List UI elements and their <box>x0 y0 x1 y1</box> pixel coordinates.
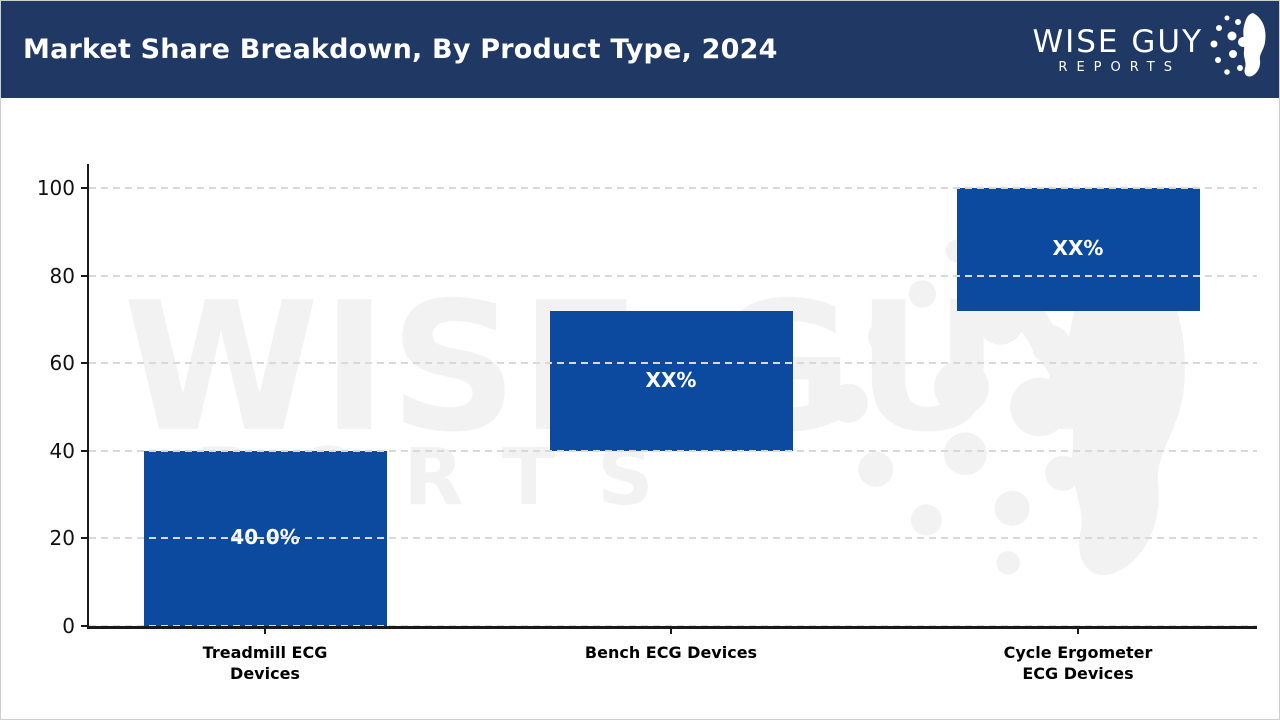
xcat-label-3: Cycle Ergometer ECG Devices <box>1003 643 1153 683</box>
header-bar: Market Share Breakdown, By Product Type,… <box>1 1 1279 98</box>
xtick-mark-3 <box>1077 626 1079 634</box>
ytick-label-100: 100 <box>36 176 75 200</box>
gridline-80 <box>89 274 1257 277</box>
gridline-60 <box>89 362 1257 365</box>
ytick-label-80: 80 <box>49 263 75 288</box>
chart-title: Market Share Breakdown, By Product Type,… <box>23 34 778 65</box>
gridline-20 <box>89 537 1257 540</box>
ytick-mark-40 <box>81 449 89 452</box>
ytick-mark-20 <box>81 537 89 540</box>
bar-2: XX% <box>549 310 793 451</box>
bar-value-label: XX% <box>645 367 697 392</box>
gridline-100 <box>89 187 1257 189</box>
logo-text: WISE GUY REPORTS <box>1032 26 1203 75</box>
xcat-label-1: Treadmill ECG Devices <box>202 643 328 683</box>
ytick-label-40: 40 <box>49 438 75 463</box>
wiseguy-logo: WISE GUY REPORTS <box>1019 7 1269 93</box>
gridline-40 <box>89 449 1257 452</box>
ytick-label-20: 20 <box>49 526 75 551</box>
logo-wordmark: WISE GUY <box>1032 23 1203 60</box>
ytick-mark-0 <box>81 625 89 627</box>
bar-3: XX% <box>956 188 1200 311</box>
xtick-mark-2 <box>670 626 672 634</box>
ytick-mark-80 <box>81 274 89 277</box>
xcat-label-2: Bench ECG Devices <box>584 643 758 662</box>
xtick-mark-1 <box>264 626 266 634</box>
ytick-mark-100 <box>81 187 89 189</box>
ytick-label-60: 60 <box>49 351 75 376</box>
ytick-label-0: 0 <box>62 614 75 638</box>
logo-subtitle: REPORTS <box>1058 59 1182 75</box>
x-axis-spine <box>87 626 1257 629</box>
logo-face-icon <box>1210 13 1266 77</box>
bar-value-label: XX% <box>1052 236 1104 261</box>
ytick-mark-60 <box>81 362 89 365</box>
y-axis-spine <box>87 164 89 629</box>
